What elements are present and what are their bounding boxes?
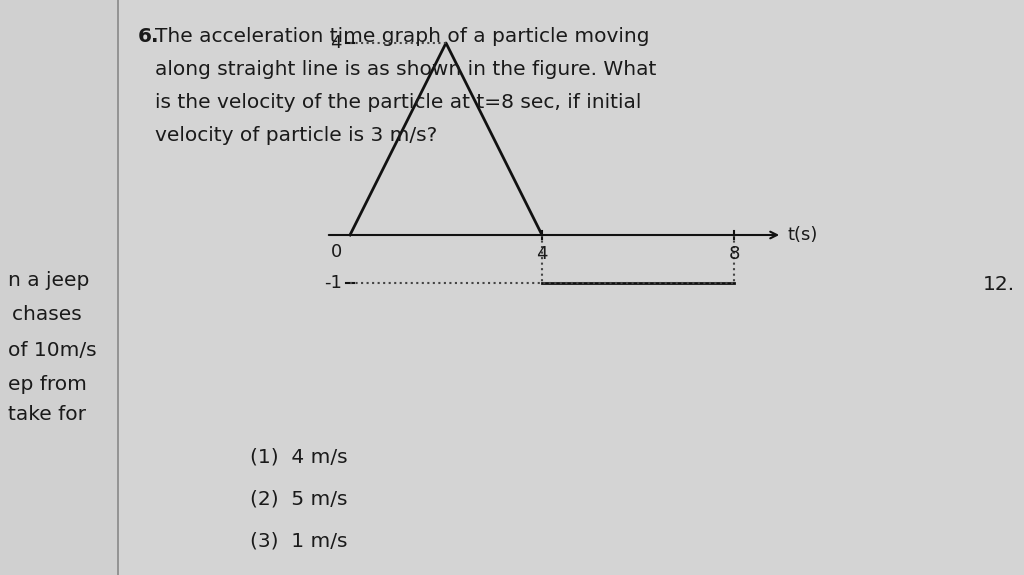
Text: 0: 0 — [331, 243, 342, 261]
Text: 6.: 6. — [138, 27, 160, 46]
Text: (1)  4 m/s: (1) 4 m/s — [250, 447, 347, 466]
Text: n a jeep: n a jeep — [8, 270, 89, 289]
Text: 4: 4 — [331, 34, 342, 52]
Text: is the velocity of the particle at t=8 sec, if initial: is the velocity of the particle at t=8 s… — [155, 93, 641, 112]
Text: ep from: ep from — [8, 375, 87, 394]
Text: take for: take for — [8, 405, 86, 424]
Text: (2)  5 m/s: (2) 5 m/s — [250, 489, 347, 508]
Text: t(s): t(s) — [787, 226, 817, 244]
Text: -1: -1 — [325, 274, 342, 292]
Text: 4: 4 — [537, 245, 548, 263]
Text: velocity of particle is 3 m/s?: velocity of particle is 3 m/s? — [155, 126, 437, 145]
Text: 8: 8 — [728, 245, 739, 263]
Text: chases: chases — [8, 305, 82, 324]
Text: (3)  1 m/s: (3) 1 m/s — [250, 531, 347, 550]
Text: of 10m/s: of 10m/s — [8, 340, 96, 359]
Text: The acceleration time graph of a particle moving: The acceleration time graph of a particl… — [155, 27, 649, 46]
Text: along straight line is as shown in the figure. What: along straight line is as shown in the f… — [155, 60, 656, 79]
Text: 12.: 12. — [983, 275, 1015, 294]
Bar — [0, 0, 118, 575]
